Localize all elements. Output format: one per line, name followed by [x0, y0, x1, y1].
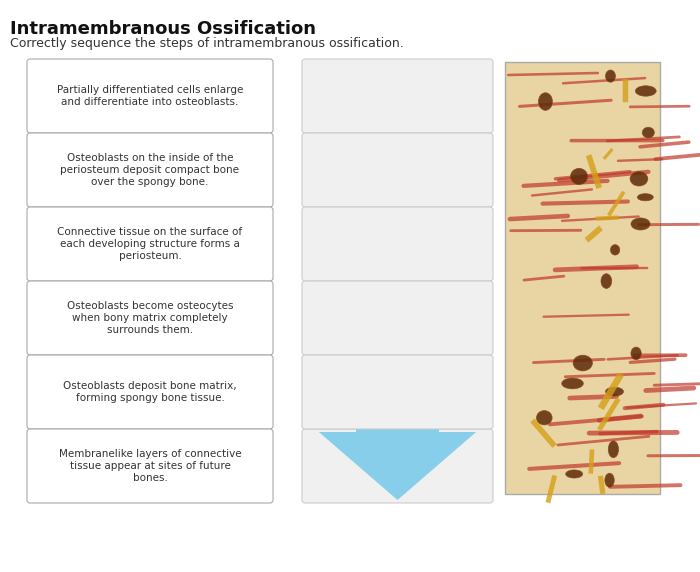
FancyBboxPatch shape [505, 62, 660, 494]
Ellipse shape [631, 218, 650, 230]
Polygon shape [356, 281, 439, 289]
Ellipse shape [631, 347, 641, 360]
Text: Partially differentiated cells enlarge
and differentiate into osteoblasts.: Partially differentiated cells enlarge a… [57, 85, 243, 107]
FancyBboxPatch shape [27, 133, 273, 207]
FancyBboxPatch shape [302, 281, 493, 355]
Ellipse shape [538, 93, 552, 110]
Ellipse shape [636, 86, 656, 96]
Polygon shape [319, 432, 476, 500]
Polygon shape [356, 133, 439, 141]
Ellipse shape [637, 194, 653, 201]
FancyBboxPatch shape [27, 355, 273, 429]
Text: Correctly sequence the steps of intramembranous ossification.: Correctly sequence the steps of intramem… [10, 37, 404, 50]
Text: Osteoblasts deposit bone matrix,
forming spongy bone tissue.: Osteoblasts deposit bone matrix, forming… [63, 381, 237, 403]
Ellipse shape [605, 473, 615, 487]
FancyBboxPatch shape [27, 59, 273, 133]
Text: Osteoblasts on the inside of the
periosteum deposit compact bone
over the spongy: Osteoblasts on the inside of the periost… [60, 153, 239, 186]
Ellipse shape [630, 172, 648, 186]
Ellipse shape [566, 470, 582, 478]
Text: Osteoblasts become osteocytes
when bony matrix completely
surrounds them.: Osteoblasts become osteocytes when bony … [66, 301, 233, 335]
Text: Intramembranous Ossification: Intramembranous Ossification [10, 20, 316, 38]
Ellipse shape [536, 411, 552, 425]
Ellipse shape [610, 245, 620, 255]
FancyBboxPatch shape [27, 281, 273, 355]
FancyBboxPatch shape [27, 429, 273, 503]
FancyBboxPatch shape [27, 207, 273, 281]
Ellipse shape [573, 355, 592, 371]
Polygon shape [356, 355, 439, 363]
FancyBboxPatch shape [302, 355, 493, 429]
Polygon shape [356, 62, 439, 432]
FancyBboxPatch shape [302, 59, 493, 133]
Text: Membranelike layers of connective
tissue appear at sites of future
bones.: Membranelike layers of connective tissue… [59, 450, 241, 483]
FancyBboxPatch shape [302, 429, 493, 503]
Polygon shape [356, 207, 439, 215]
Ellipse shape [608, 441, 619, 458]
Ellipse shape [570, 168, 587, 185]
Ellipse shape [601, 274, 612, 288]
FancyBboxPatch shape [302, 133, 493, 207]
Ellipse shape [642, 127, 654, 138]
FancyBboxPatch shape [302, 207, 493, 281]
Ellipse shape [561, 378, 583, 389]
Text: Connective tissue on the surface of
each developing structure forms a
periosteum: Connective tissue on the surface of each… [57, 228, 243, 261]
Ellipse shape [606, 70, 615, 82]
Ellipse shape [606, 387, 624, 396]
